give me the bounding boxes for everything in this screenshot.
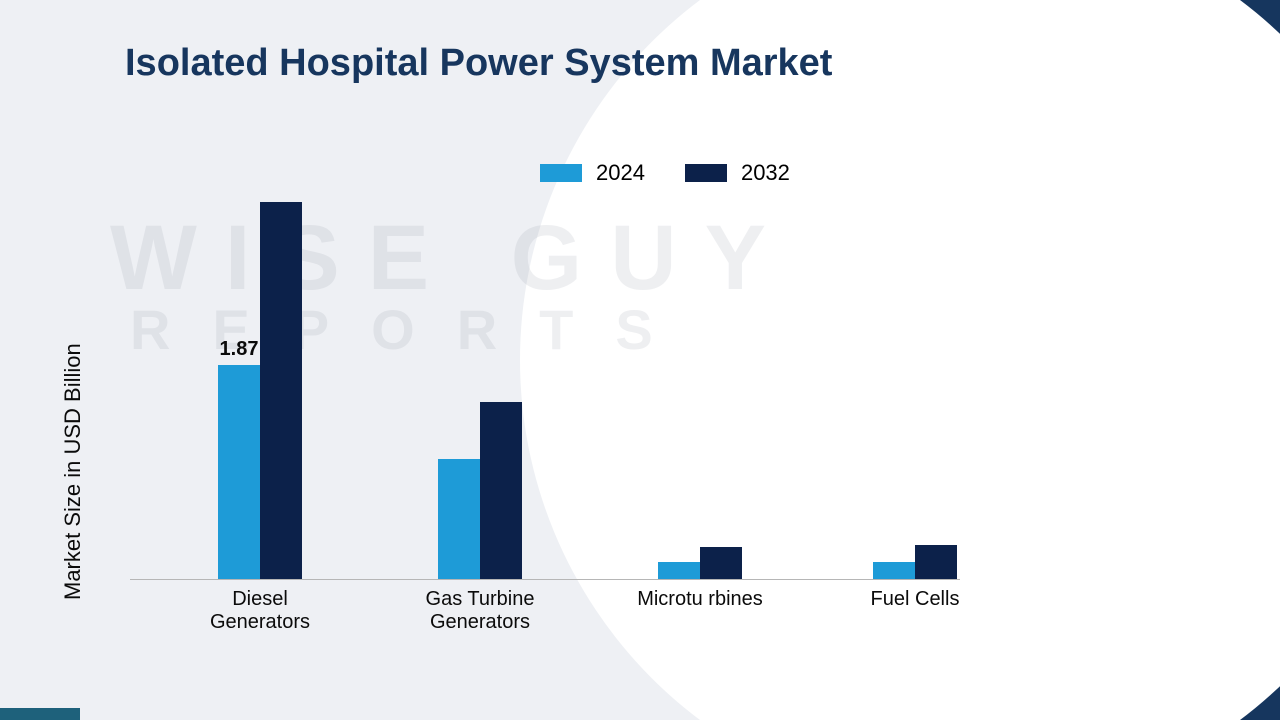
bottom-accent-bar [0,708,80,720]
category-label: Gas Turbine Generators [400,588,560,634]
bar-2032 [260,202,302,579]
category-label: Microtu rbines [620,588,780,611]
bar-2032 [915,545,957,579]
plot-area: 1.87Diesel GeneratorsGas Turbine Generat… [130,180,960,580]
bar-2024 [658,562,700,579]
baseline [130,579,960,580]
category-label: Diesel Generators [180,588,340,634]
bar-2024: 1.87 [218,365,260,579]
brand-logo: WISE GUY REPORTS [1064,28,1240,79]
bar-value-label: 1.87 [218,338,260,361]
bar-2032 [480,402,522,579]
bar-2024 [438,459,480,579]
brand-line1: WISE GUY [1064,28,1240,65]
brand-line2: REPORTS [1064,63,1240,79]
bar-2024 [873,562,915,579]
y-axis-label: Market Size in USD Billion [60,343,86,600]
bar-2032 [700,547,742,579]
chart-canvas: WISE GUY REPORTS Isolated Hospital Power… [0,0,1280,720]
chart-area: Market Size in USD Billion 2024 2032 1.8… [100,160,980,660]
chart-title: Isolated Hospital Power System Market [125,40,832,88]
category-label: Fuel Cells [835,588,995,611]
